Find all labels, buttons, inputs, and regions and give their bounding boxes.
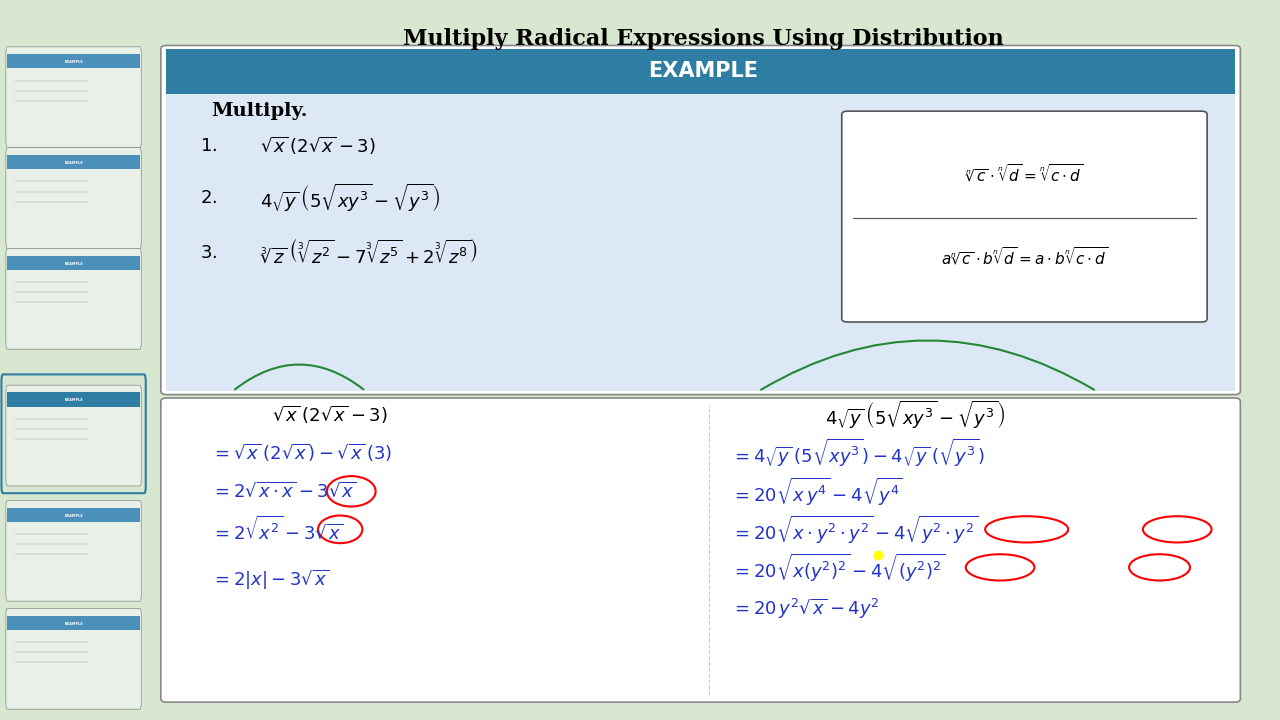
Bar — [8, 392, 140, 407]
FancyBboxPatch shape — [6, 385, 141, 486]
Text: $= 2\sqrt{x^2} - 3\sqrt{x}$: $= 2\sqrt{x^2} - 3\sqrt{x}$ — [211, 516, 343, 543]
Text: Multiply.: Multiply. — [211, 102, 307, 120]
Bar — [8, 616, 140, 630]
Text: $\sqrt{x}\,(2\sqrt{x} - 3)$: $\sqrt{x}\,(2\sqrt{x} - 3)$ — [261, 135, 376, 157]
Text: EXAMPLE: EXAMPLE — [64, 621, 83, 626]
FancyBboxPatch shape — [161, 398, 1240, 702]
Text: $4\sqrt{y}\,\left(5\sqrt{xy^3} - \sqrt{y^3}\right)$: $4\sqrt{y}\,\left(5\sqrt{xy^3} - \sqrt{y… — [261, 181, 440, 214]
Text: $= 20\sqrt{x(y^2)^2} - 4\sqrt{(y^2)^2}$: $= 20\sqrt{x(y^2)^2} - 4\sqrt{(y^2)^2}$ — [731, 552, 946, 583]
Text: EXAMPLE: EXAMPLE — [64, 60, 83, 64]
Text: EXAMPLE: EXAMPLE — [64, 261, 83, 266]
Bar — [166, 49, 1235, 94]
Text: EXAMPLE: EXAMPLE — [64, 161, 83, 165]
Text: $= 20\sqrt{x\,y^4} - 4\sqrt{y^4}$: $= 20\sqrt{x\,y^4} - 4\sqrt{y^4}$ — [731, 475, 902, 508]
Bar — [8, 256, 140, 270]
Text: $= 2\sqrt{x \cdot x} - 3\sqrt{x}$: $= 2\sqrt{x \cdot x} - 3\sqrt{x}$ — [211, 482, 356, 501]
Text: $\sqrt{x}\,(2\sqrt{x} - 3)$: $\sqrt{x}\,(2\sqrt{x} - 3)$ — [271, 404, 388, 426]
Text: EXAMPLE: EXAMPLE — [649, 61, 758, 81]
FancyBboxPatch shape — [6, 148, 141, 248]
FancyBboxPatch shape — [6, 608, 141, 709]
Text: $2.$: $2.$ — [200, 189, 216, 207]
Text: $a\sqrt[n]{c}\cdot b\sqrt[n]{d} = a\cdot b\sqrt[n]{c\cdot d}$: $a\sqrt[n]{c}\cdot b\sqrt[n]{d} = a\cdot… — [941, 246, 1108, 267]
FancyBboxPatch shape — [842, 111, 1207, 322]
Bar — [8, 508, 140, 522]
FancyBboxPatch shape — [161, 45, 1240, 395]
Bar — [166, 94, 1235, 391]
FancyBboxPatch shape — [6, 500, 141, 601]
Bar — [8, 54, 140, 68]
Text: EXAMPLE: EXAMPLE — [64, 513, 83, 518]
Text: $1.$: $1.$ — [200, 137, 216, 155]
Text: $\sqrt[3]{z}\,\left(\sqrt[3]{z^2} - 7\sqrt[3]{z^5} + 2\sqrt[3]{z^8}\right)$: $\sqrt[3]{z}\,\left(\sqrt[3]{z^2} - 7\sq… — [261, 239, 477, 267]
Text: Multiply Radical Expressions Using Distribution: Multiply Radical Expressions Using Distr… — [403, 27, 1004, 50]
Text: $3.$: $3.$ — [200, 244, 216, 262]
Text: $= 2|x| - 3\sqrt{x}$: $= 2|x| - 3\sqrt{x}$ — [211, 568, 329, 592]
Text: $= 4\sqrt{y}\,(5\sqrt{xy^3}) - 4\sqrt{y}\,(\sqrt{y^3})$: $= 4\sqrt{y}\,(5\sqrt{xy^3}) - 4\sqrt{y}… — [731, 437, 984, 469]
FancyBboxPatch shape — [6, 248, 141, 349]
Text: $= 20\sqrt{x\cdot y^2\cdot y^2} - 4\sqrt{y^2\cdot y^2}$: $= 20\sqrt{x\cdot y^2\cdot y^2} - 4\sqrt… — [731, 513, 978, 546]
Text: EXAMPLE: EXAMPLE — [64, 398, 83, 402]
Text: $= \sqrt{x}\,(2\sqrt{x}) - \sqrt{x}\,(3)$: $= \sqrt{x}\,(2\sqrt{x}) - \sqrt{x}\,(3)… — [211, 442, 392, 464]
Bar — [8, 155, 140, 169]
Text: $= 20\,y^2\sqrt{x} - 4y^2$: $= 20\,y^2\sqrt{x} - 4y^2$ — [731, 597, 879, 621]
Text: $4\sqrt{y}\,\left(5\sqrt{xy^3} - \sqrt{y^3}\right)$: $4\sqrt{y}\,\left(5\sqrt{xy^3} - \sqrt{y… — [826, 399, 1005, 431]
FancyBboxPatch shape — [6, 47, 141, 148]
Text: $\sqrt[n]{c}\cdot\sqrt[n]{d} = \sqrt[n]{c\cdot d}$: $\sqrt[n]{c}\cdot\sqrt[n]{d} = \sqrt[n]{… — [965, 163, 1084, 184]
